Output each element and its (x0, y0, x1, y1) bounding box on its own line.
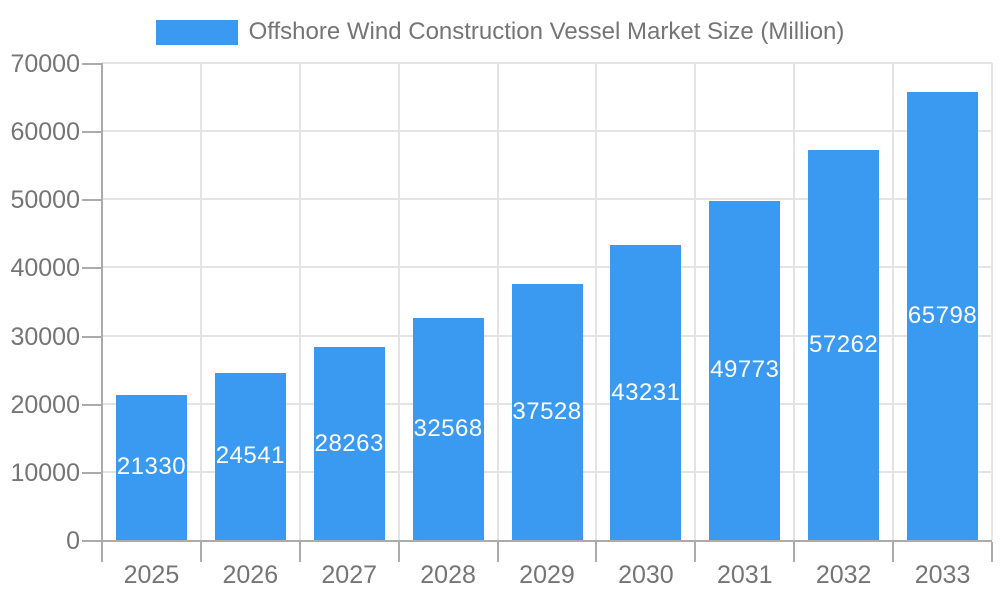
bar: 24541 (214, 372, 286, 540)
v-gridline (199, 63, 202, 540)
y-axis-line (101, 63, 103, 540)
bar-value-label: 43231 (611, 378, 681, 406)
x-axis-tick (793, 542, 796, 562)
v-gridline (991, 63, 993, 540)
y-axis-label: 60000 (10, 118, 80, 147)
x-axis-label: 2032 (815, 561, 872, 589)
v-gridline (397, 63, 400, 540)
y-axis-tick (82, 131, 102, 134)
x-axis-tick (991, 542, 993, 562)
bar-value-label: 24541 (215, 442, 285, 470)
v-gridline (694, 63, 697, 540)
x-axis-label: 2025 (123, 561, 180, 589)
bar: 21330 (115, 394, 187, 540)
bar: 32568 (412, 318, 484, 540)
chart-legend-item[interactable]: Offshore Wind Construction Vessel Market… (0, 18, 1000, 46)
y-axis-label: 20000 (10, 390, 80, 419)
h-gridline (102, 266, 992, 269)
h-gridline (102, 62, 992, 64)
v-gridline (793, 63, 796, 540)
bar-value-label: 65798 (907, 301, 978, 329)
y-axis-tick (82, 540, 102, 542)
y-axis-tick (82, 63, 102, 65)
x-axis-label: 2031 (716, 561, 773, 589)
y-axis-label: 50000 (10, 186, 80, 215)
x-axis-label: 2028 (420, 561, 476, 589)
y-axis-label: 30000 (10, 322, 80, 351)
bar: 49773 (709, 200, 781, 540)
x-axis-line (101, 540, 992, 542)
bar-value-label: 21330 (116, 453, 187, 481)
x-axis-tick (397, 542, 400, 562)
bar: 43231 (610, 245, 682, 540)
v-gridline (496, 63, 499, 540)
y-axis-label: 70000 (10, 50, 80, 78)
x-axis-tick (892, 542, 895, 562)
y-axis-tick (82, 267, 102, 270)
y-axis-label: 40000 (10, 254, 80, 283)
x-axis-label: 2030 (618, 561, 674, 589)
y-axis-tick (82, 335, 102, 338)
y-axis-tick (82, 199, 102, 202)
legend-swatch (155, 19, 238, 45)
x-axis-label: 2029 (519, 561, 575, 589)
bar-value-label: 32568 (413, 415, 483, 443)
y-axis-label: 10000 (10, 458, 80, 487)
x-axis-tick (694, 542, 697, 562)
h-gridline (102, 198, 992, 201)
bar-value-label: 28263 (314, 429, 384, 457)
x-axis-tick (101, 542, 103, 562)
x-axis-tick (199, 542, 202, 562)
v-gridline (595, 63, 598, 540)
legend-title: Offshore Wind Construction Vessel Market… (248, 18, 845, 45)
x-axis-tick (298, 542, 301, 562)
y-axis-tick (82, 471, 102, 474)
bar: 28263 (313, 347, 385, 540)
x-axis-label: 2033 (914, 561, 971, 589)
h-gridline (102, 130, 992, 133)
bar-value-label: 57262 (809, 330, 879, 358)
x-axis-label: 2027 (321, 561, 378, 589)
x-axis-tick (496, 542, 499, 562)
y-axis-label: 0 (66, 527, 80, 555)
bar: 65798 (907, 91, 979, 540)
v-gridline (298, 63, 301, 540)
x-axis-tick (595, 542, 598, 562)
bar: 57262 (808, 149, 880, 540)
bar: 37528 (511, 284, 583, 540)
bar-value-label: 49773 (710, 356, 780, 384)
bar-value-label: 37528 (512, 398, 582, 426)
x-axis-label: 2026 (222, 561, 279, 589)
v-gridline (892, 63, 895, 540)
y-axis-tick (82, 403, 102, 406)
